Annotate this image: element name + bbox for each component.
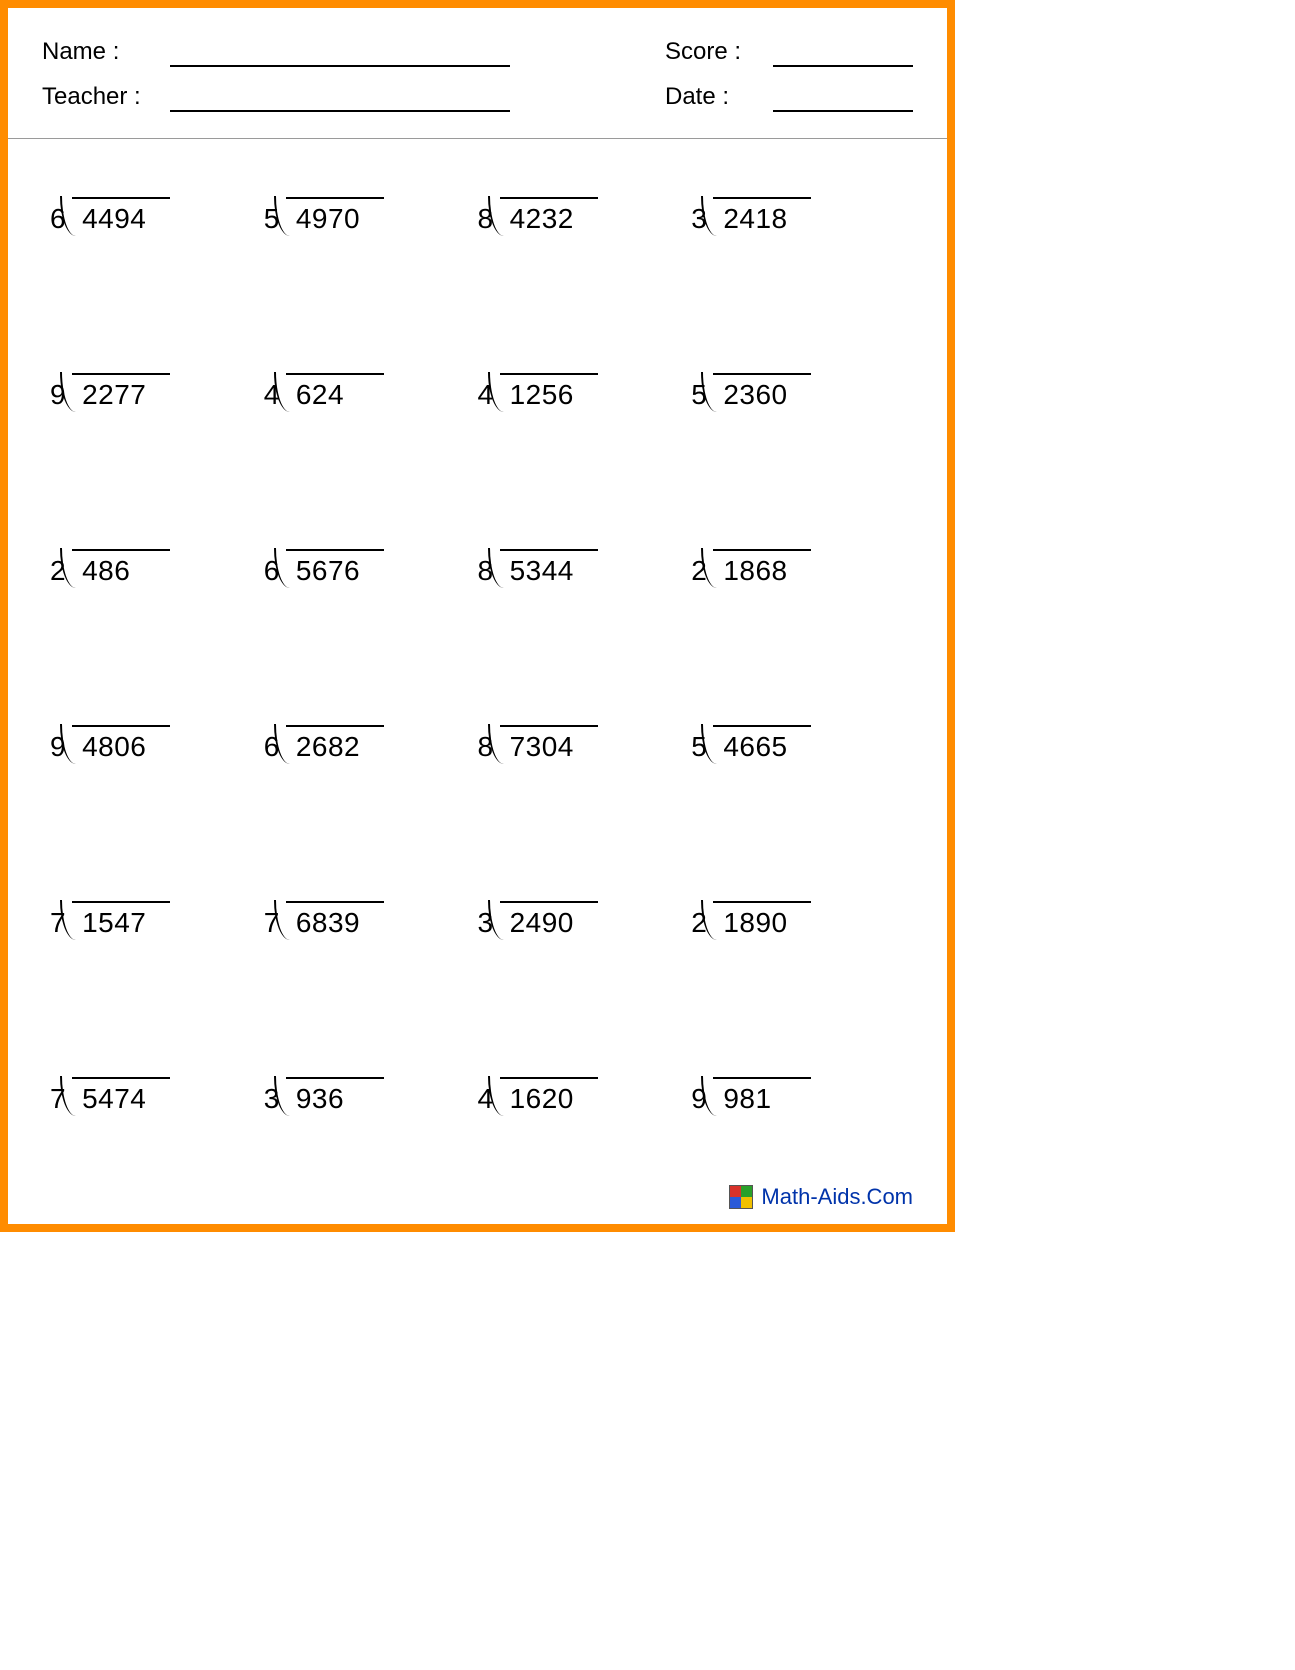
dividend: 1620 xyxy=(500,1077,598,1115)
date-blank-line[interactable] xyxy=(773,88,913,112)
teacher-blank-line[interactable] xyxy=(170,88,510,112)
dividend: 4665 xyxy=(713,725,811,763)
dividend: 2277 xyxy=(72,373,170,411)
division-problem: 41256 xyxy=(478,373,692,411)
division-problem: 52360 xyxy=(691,373,905,411)
score-label: Score : xyxy=(665,36,755,67)
long-division-bracket: 4970 xyxy=(286,197,384,235)
long-division-bracket: 4494 xyxy=(72,197,170,235)
dividend: 486 xyxy=(72,549,170,587)
division-problem: 32490 xyxy=(478,901,692,939)
name-blank-line[interactable] xyxy=(170,43,510,67)
long-division-bracket: 5676 xyxy=(286,549,384,587)
long-division-bracket: 1547 xyxy=(72,901,170,939)
long-division-bracket: 2360 xyxy=(713,373,811,411)
date-label: Date : xyxy=(665,81,755,112)
long-division-bracket: 936 xyxy=(286,1077,384,1115)
long-division-bracket: 5344 xyxy=(500,549,598,587)
division-problem: 64494 xyxy=(50,197,264,235)
long-division-bracket: 2490 xyxy=(500,901,598,939)
dividend: 4806 xyxy=(72,725,170,763)
dividend: 1868 xyxy=(713,549,811,587)
worksheet-footer: Math-Aids.Com xyxy=(729,1184,913,1210)
teacher-row: Teacher : xyxy=(42,81,510,112)
name-label: Name : xyxy=(42,36,152,67)
division-problem: 54970 xyxy=(264,197,478,235)
math-aids-logo-icon xyxy=(729,1185,753,1209)
long-division-bracket: 5474 xyxy=(72,1077,170,1115)
division-problem: 76839 xyxy=(264,901,478,939)
division-problem: 87304 xyxy=(478,725,692,763)
dividend: 624 xyxy=(286,373,384,411)
dividend: 4232 xyxy=(500,197,598,235)
division-problem: 85344 xyxy=(478,549,692,587)
dividend: 936 xyxy=(286,1077,384,1115)
division-problem: 32418 xyxy=(691,197,905,235)
division-problem: 84232 xyxy=(478,197,692,235)
long-division-bracket: 2682 xyxy=(286,725,384,763)
long-division-bracket: 4806 xyxy=(72,725,170,763)
long-division-bracket: 2277 xyxy=(72,373,170,411)
division-problem: 21890 xyxy=(691,901,905,939)
long-division-bracket: 1620 xyxy=(500,1077,598,1115)
worksheet-header: Name : Teacher : Score : Date : xyxy=(42,36,913,112)
dividend: 1890 xyxy=(713,901,811,939)
dividend: 2360 xyxy=(713,373,811,411)
dividend: 1547 xyxy=(72,901,170,939)
dividend: 5676 xyxy=(286,549,384,587)
dividend: 1256 xyxy=(500,373,598,411)
division-problem: 2486 xyxy=(50,549,264,587)
division-problem: 65676 xyxy=(264,549,478,587)
name-row: Name : xyxy=(42,36,510,67)
dividend: 2418 xyxy=(713,197,811,235)
long-division-bracket: 981 xyxy=(713,1077,811,1115)
division-problem: 94806 xyxy=(50,725,264,763)
division-problem: 71547 xyxy=(50,901,264,939)
dividend: 6839 xyxy=(286,901,384,939)
long-division-bracket: 4665 xyxy=(713,725,811,763)
dividend: 5344 xyxy=(500,549,598,587)
footer-site-link[interactable]: Math-Aids.Com xyxy=(761,1184,913,1210)
dividend: 4494 xyxy=(72,197,170,235)
division-problem: 62682 xyxy=(264,725,478,763)
dividend: 2682 xyxy=(286,725,384,763)
dividend: 5474 xyxy=(72,1077,170,1115)
date-row: Date : xyxy=(665,81,913,112)
dividend: 2490 xyxy=(500,901,598,939)
division-problem: 9981 xyxy=(691,1077,905,1115)
problems-grid: 6449454970842323241892277462441256523602… xyxy=(42,197,913,1115)
division-problem: 4624 xyxy=(264,373,478,411)
long-division-bracket: 1890 xyxy=(713,901,811,939)
dividend: 7304 xyxy=(500,725,598,763)
long-division-bracket: 624 xyxy=(286,373,384,411)
long-division-bracket: 2418 xyxy=(713,197,811,235)
long-division-bracket: 4232 xyxy=(500,197,598,235)
header-right-column: Score : Date : xyxy=(665,36,913,112)
long-division-bracket: 7304 xyxy=(500,725,598,763)
score-blank-line[interactable] xyxy=(773,43,913,67)
score-row: Score : xyxy=(665,36,913,67)
long-division-bracket: 486 xyxy=(72,549,170,587)
worksheet-sheet: Name : Teacher : Score : Date : xyxy=(0,0,955,1232)
long-division-bracket: 6839 xyxy=(286,901,384,939)
dividend: 4970 xyxy=(286,197,384,235)
header-left-column: Name : Teacher : xyxy=(42,36,510,112)
long-division-bracket: 1868 xyxy=(713,549,811,587)
division-problem: 54665 xyxy=(691,725,905,763)
dividend: 981 xyxy=(713,1077,811,1115)
long-division-bracket: 1256 xyxy=(500,373,598,411)
teacher-label: Teacher : xyxy=(42,81,152,112)
division-problem: 3936 xyxy=(264,1077,478,1115)
division-problem: 41620 xyxy=(478,1077,692,1115)
division-problem: 92277 xyxy=(50,373,264,411)
division-problem: 21868 xyxy=(691,549,905,587)
division-problem: 75474 xyxy=(50,1077,264,1115)
header-divider xyxy=(8,138,947,139)
